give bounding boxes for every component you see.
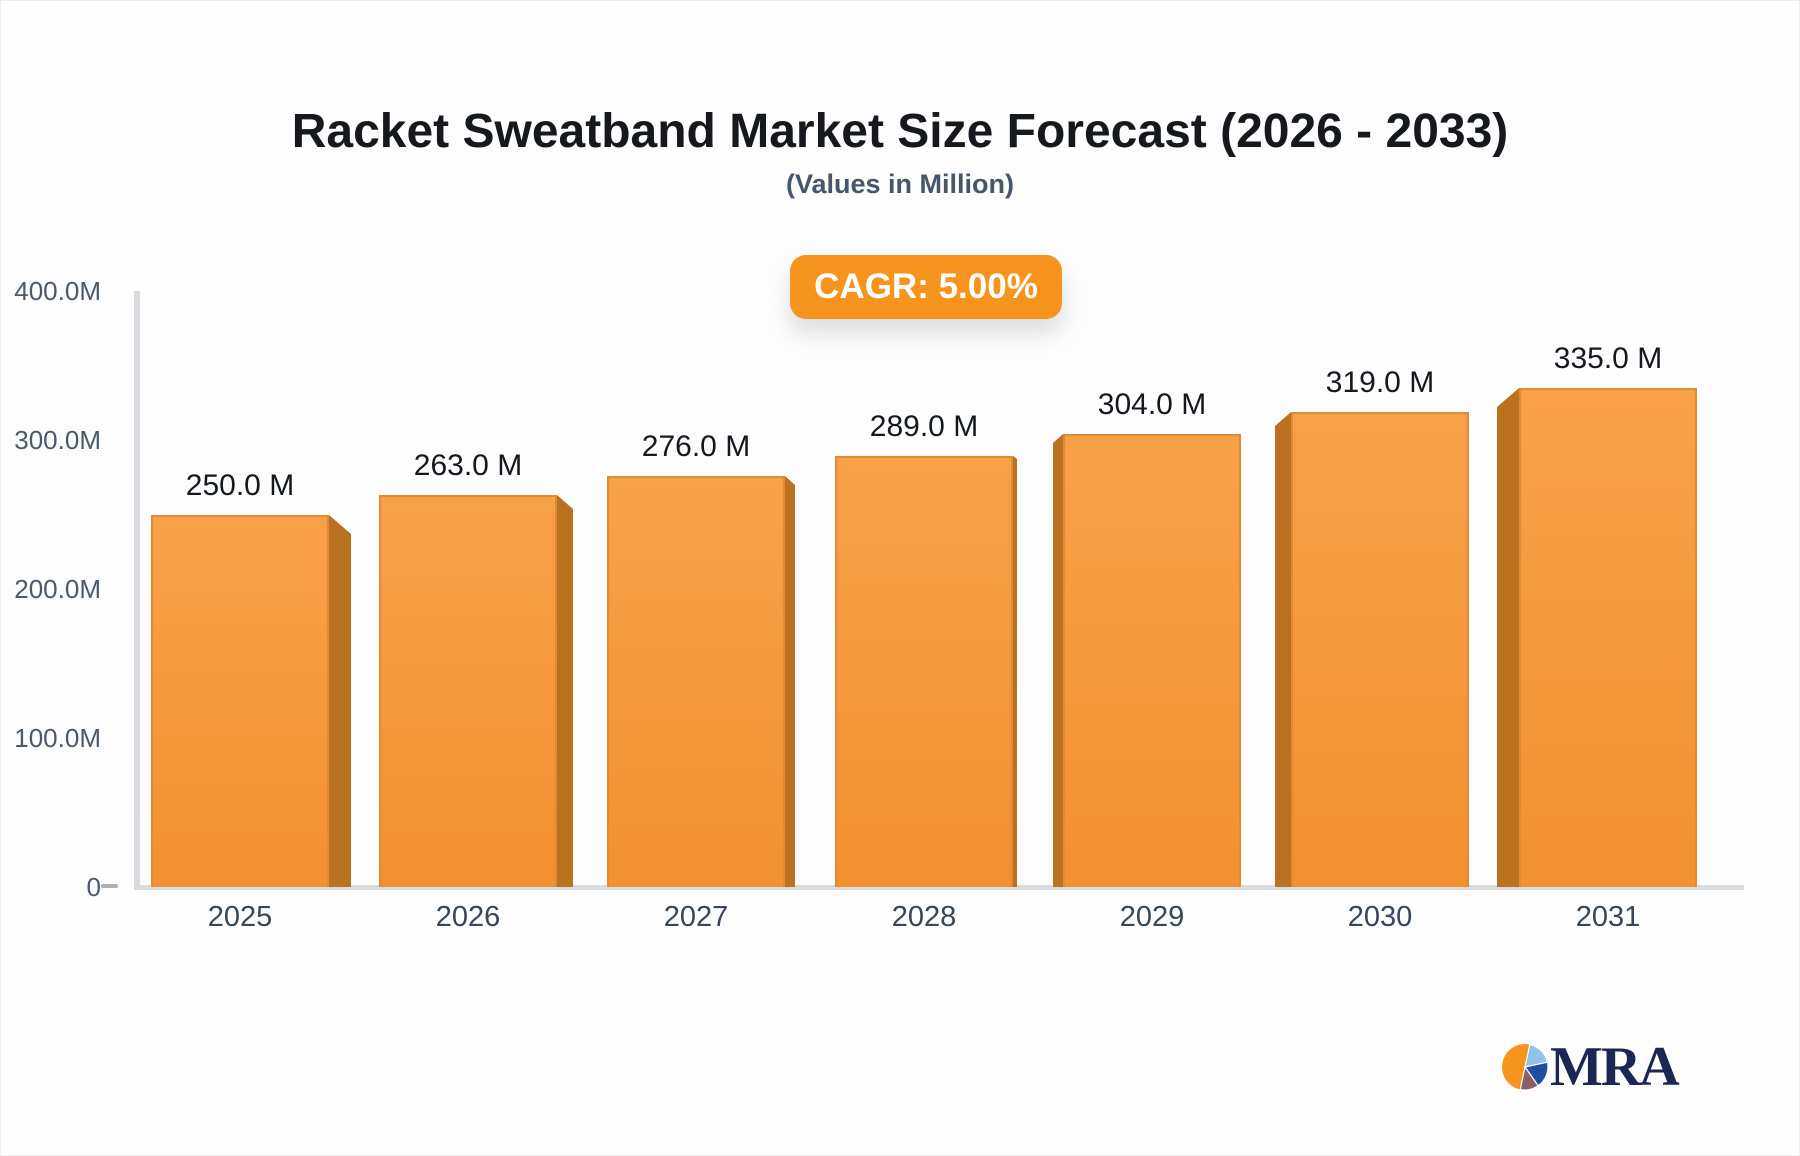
bar-2030[interactable] xyxy=(1291,412,1469,887)
bar-2028[interactable] xyxy=(835,456,1013,887)
y-tick-label: 0 xyxy=(86,872,101,902)
bar-value-label: 304.0 M xyxy=(1097,388,1207,421)
x-tick-label: 2027 xyxy=(663,901,729,933)
bar-2031[interactable] xyxy=(1519,388,1697,887)
bar-2026[interactable] xyxy=(379,495,557,887)
x-axis-line xyxy=(134,885,1744,890)
bar-value-label: 319.0 M xyxy=(1325,366,1435,399)
x-tick-label: 2025 xyxy=(207,901,273,933)
x-tick-label: 2030 xyxy=(1347,901,1413,933)
bar-2027[interactable] xyxy=(607,476,785,887)
y-tick-label: 400.0M xyxy=(14,276,101,306)
bar-3d-side xyxy=(1053,434,1063,887)
x-tick-label: 2031 xyxy=(1575,901,1641,933)
x-tick-label: 2029 xyxy=(1119,901,1185,933)
chart-subtitle: (Values in Million) xyxy=(785,169,1015,199)
bar-3d-side xyxy=(329,515,351,887)
bar-3d-side xyxy=(785,476,795,887)
bar-3d-side xyxy=(1275,412,1291,887)
pie-chart-icon xyxy=(1502,1043,1549,1091)
cagr-badge: CAGR: 5.00% xyxy=(790,255,1062,319)
y-tick-label: 100.0M xyxy=(14,723,101,753)
y-axis-line xyxy=(134,291,140,887)
bar-value-label: 276.0 M xyxy=(641,430,751,463)
bar-3d-side xyxy=(557,495,573,887)
bar-3d-side xyxy=(1013,456,1017,887)
bar-2029[interactable] xyxy=(1063,434,1241,887)
bar-value-label: 250.0 M xyxy=(185,469,295,502)
logo-text: MRA xyxy=(1550,1036,1680,1098)
logo: MRA xyxy=(1501,1036,1680,1098)
y-tick-label: 300.0M xyxy=(14,425,101,455)
zero-tick-mark xyxy=(101,884,118,888)
x-tick-label: 2026 xyxy=(435,901,501,933)
x-tick-label: 2028 xyxy=(891,901,957,933)
bar-value-label: 263.0 M xyxy=(413,449,523,482)
bar-value-label: 289.0 M xyxy=(869,410,979,443)
bar-2025[interactable] xyxy=(151,515,329,887)
chart-title: Racket Sweatband Market Size Forecast (2… xyxy=(291,105,1509,158)
bar-value-label: 335.0 M xyxy=(1553,342,1663,375)
bar-3d-side xyxy=(1497,388,1519,887)
y-tick-label: 200.0M xyxy=(14,574,101,604)
